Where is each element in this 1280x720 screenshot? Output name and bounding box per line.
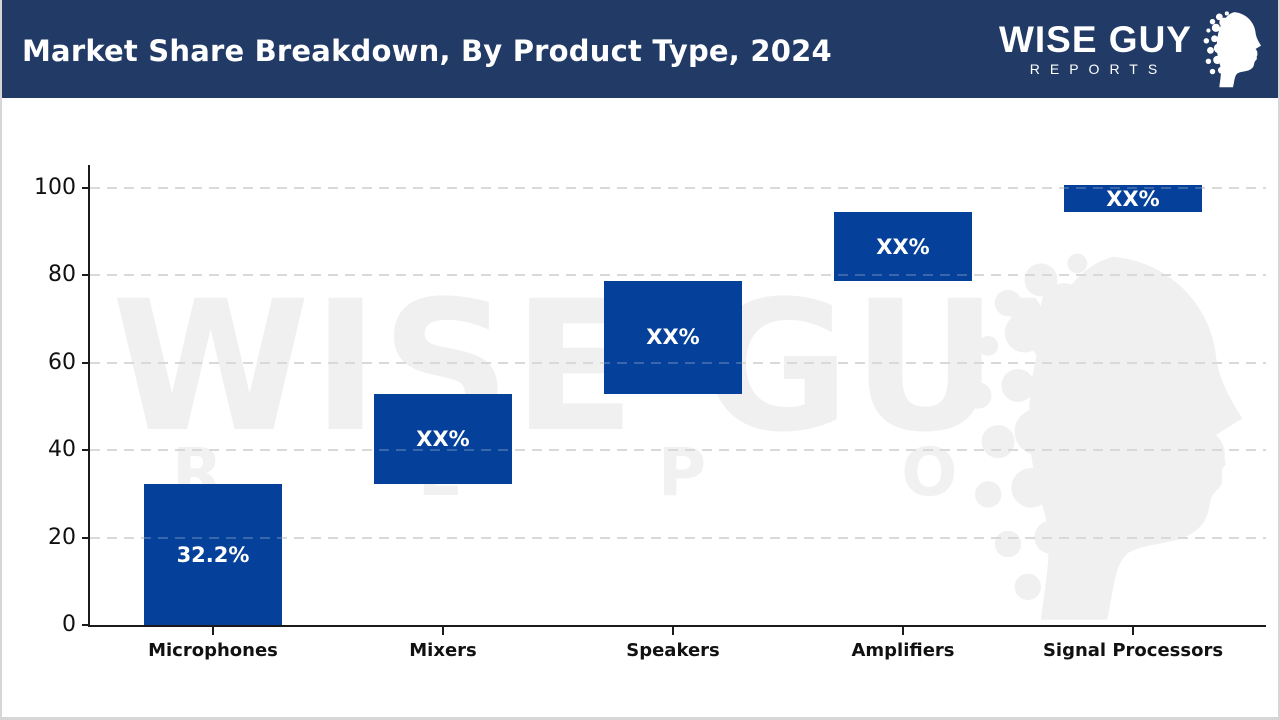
gridline bbox=[90, 536, 1266, 539]
bar-value-label: 32.2% bbox=[176, 542, 250, 567]
y-axis-tick bbox=[82, 536, 90, 539]
watermark-head-icon bbox=[965, 253, 1243, 620]
bar-value-label: XX% bbox=[646, 325, 700, 350]
y-axis-tick bbox=[82, 449, 90, 451]
page-title: Market Share Breakdown, By Product Type,… bbox=[22, 34, 832, 68]
bar-value-label: XX% bbox=[1106, 186, 1160, 211]
x-axis-tick bbox=[212, 627, 214, 635]
y-axis-tick-label: 80 bbox=[48, 262, 76, 287]
y-axis-tick bbox=[82, 274, 90, 276]
bar-value-label: XX% bbox=[416, 426, 470, 451]
y-axis-tick bbox=[82, 624, 90, 626]
x-axis-tick bbox=[672, 627, 674, 635]
brand-logo: WISE GUY REPORTS bbox=[999, 8, 1270, 90]
x-axis-tick bbox=[1132, 627, 1134, 635]
y-axis-tick-label: 100 bbox=[34, 174, 76, 200]
y-axis-tick-label: 20 bbox=[48, 524, 76, 550]
gridline bbox=[90, 274, 1266, 276]
y-axis-tick-label: 60 bbox=[48, 349, 76, 375]
header-bar: Market Share Breakdown, By Product Type,… bbox=[2, 0, 1278, 98]
x-axis-category-label: Amplifiers bbox=[851, 640, 955, 661]
gridline-overlay bbox=[90, 536, 1266, 539]
y-axis-tick bbox=[82, 186, 90, 189]
gridline bbox=[90, 186, 1266, 189]
x-axis-line bbox=[88, 625, 1266, 627]
y-axis-tick-label: 0 bbox=[62, 612, 76, 637]
x-axis-tick bbox=[902, 627, 904, 635]
gridline-overlay bbox=[90, 274, 1266, 276]
gridline-overlay bbox=[90, 361, 1266, 364]
x-axis-category-label: Mixers bbox=[409, 640, 477, 661]
brand-head-icon bbox=[1203, 11, 1262, 88]
brand-logo-subname: REPORTS bbox=[1029, 60, 1168, 77]
bar-segment bbox=[834, 212, 972, 282]
bar-segment bbox=[144, 484, 282, 625]
gridline bbox=[90, 449, 1266, 451]
bar-segment bbox=[1064, 185, 1202, 213]
x-axis-category-label: Signal Processors bbox=[1042, 640, 1224, 661]
bar-segment bbox=[374, 393, 512, 485]
gridline-overlay bbox=[90, 186, 1266, 189]
bar-segment bbox=[604, 281, 742, 394]
y-axis-tick bbox=[82, 361, 90, 364]
x-axis-tick bbox=[442, 627, 444, 635]
brand-logo-name: WISE GUY bbox=[998, 19, 1192, 61]
bar-value-label: XX% bbox=[876, 234, 930, 259]
x-axis-category-label: Microphones bbox=[148, 640, 278, 661]
x-axis-category-label: Speakers bbox=[626, 640, 720, 661]
y-axis-tick-label: 40 bbox=[48, 437, 76, 462]
y-axis-line bbox=[88, 165, 90, 627]
gridline-overlay bbox=[90, 449, 1266, 451]
